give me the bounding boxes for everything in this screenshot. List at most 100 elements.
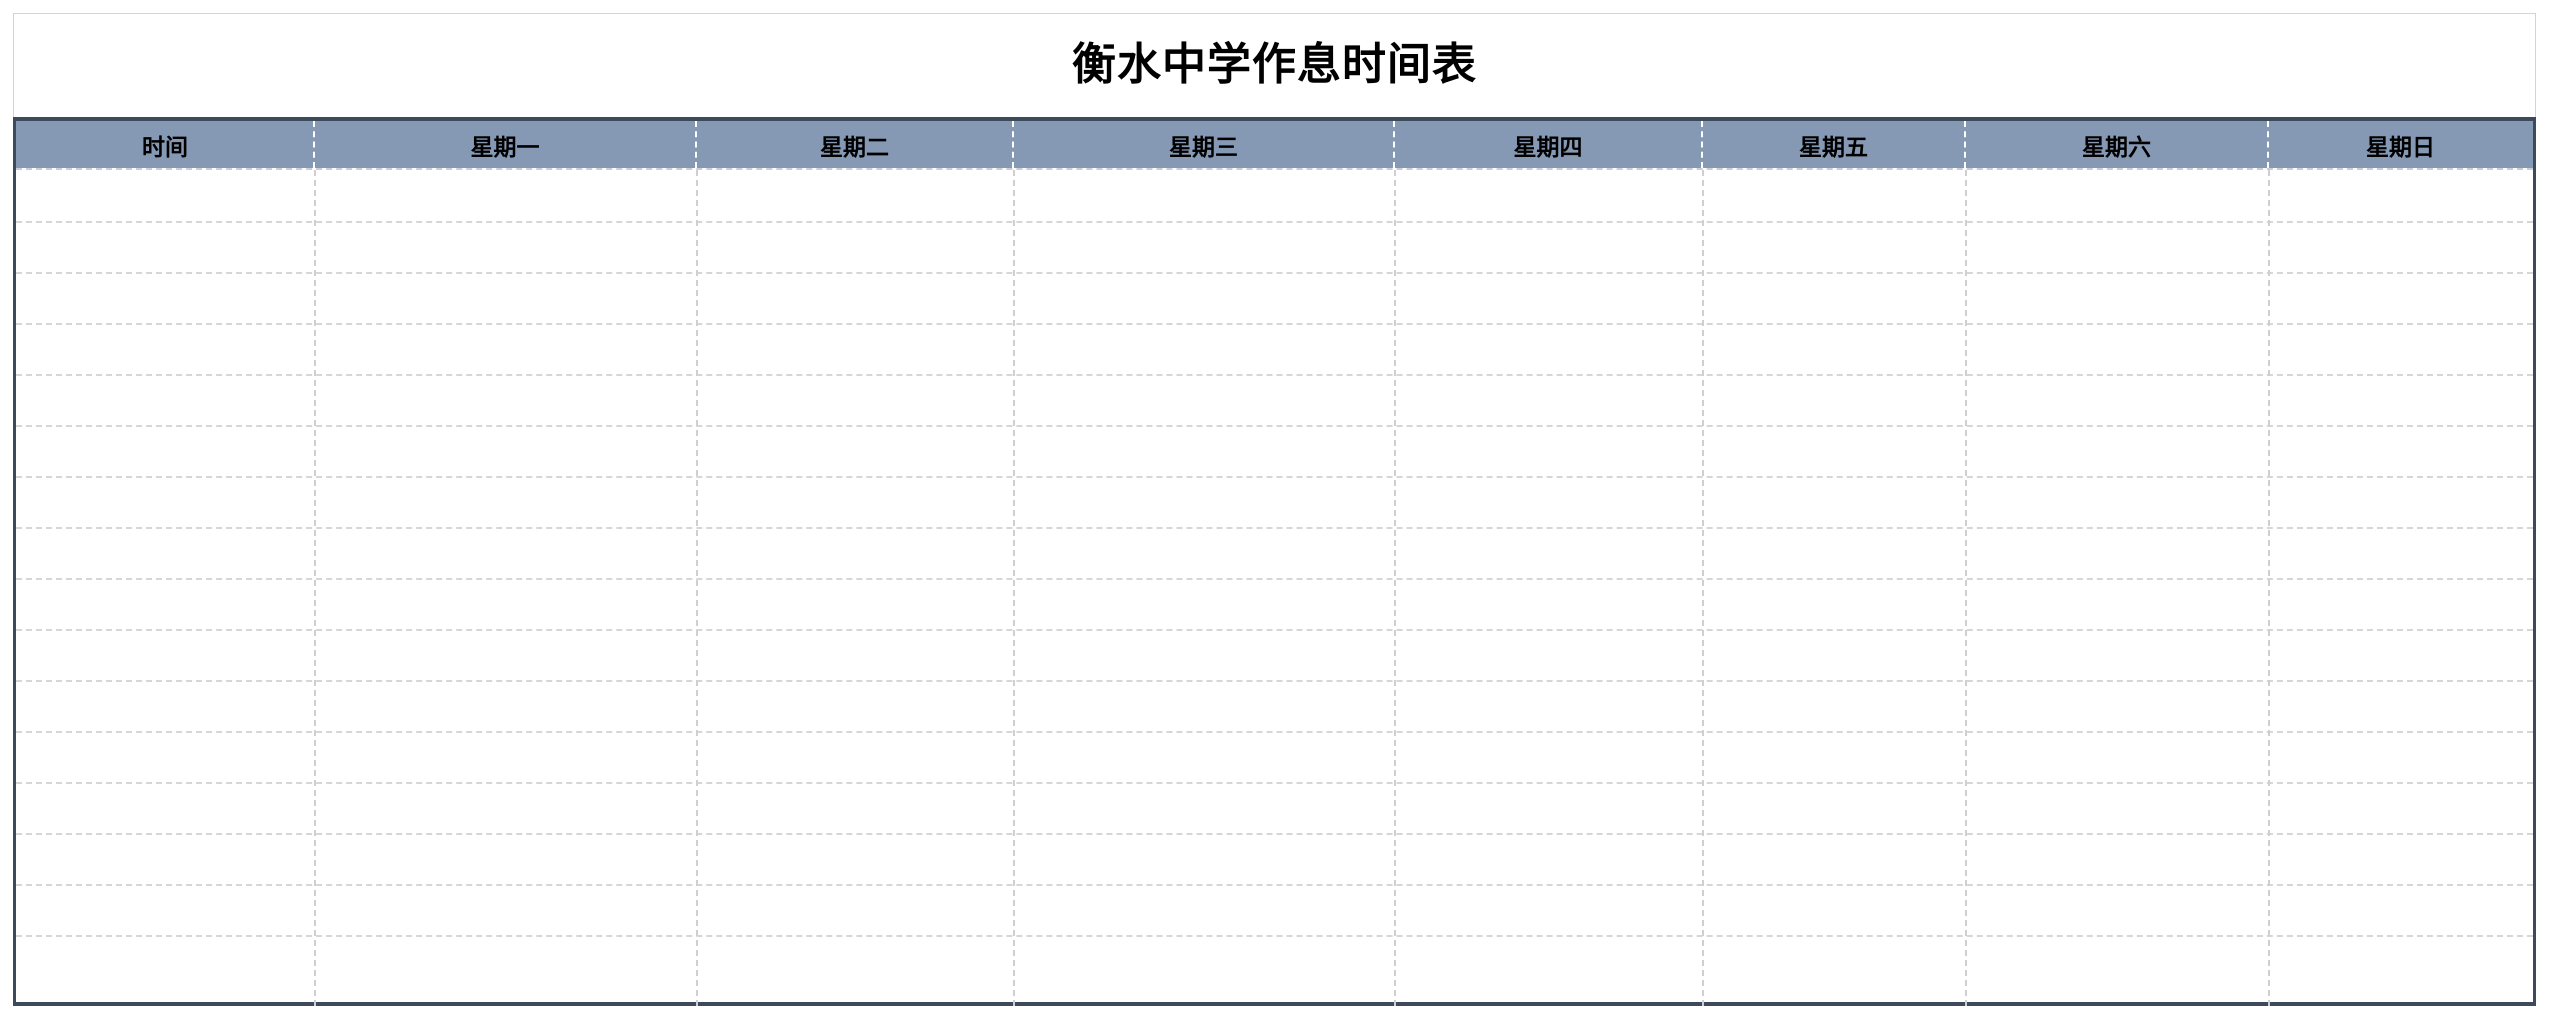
table-cell[interactable]	[696, 935, 1013, 986]
table-cell[interactable]	[696, 476, 1013, 527]
table-cell[interactable]	[1702, 731, 1965, 782]
table-cell[interactable]	[1702, 782, 1965, 833]
table-cell[interactable]	[1013, 323, 1394, 374]
table-cell[interactable]	[1394, 527, 1702, 578]
table-cell[interactable]	[1394, 374, 1702, 425]
table-cell[interactable]	[1013, 374, 1394, 425]
table-cell[interactable]	[1013, 578, 1394, 629]
table-cell[interactable]	[314, 374, 696, 425]
table-cell[interactable]	[1394, 425, 1702, 476]
table-cell[interactable]	[2268, 680, 2533, 731]
table-cell[interactable]	[1965, 680, 2268, 731]
table-cell[interactable]	[1013, 629, 1394, 680]
table-cell[interactable]	[1702, 884, 1965, 935]
table-cell[interactable]	[1965, 782, 2268, 833]
table-cell[interactable]	[696, 680, 1013, 731]
table-cell[interactable]	[1702, 323, 1965, 374]
table-cell[interactable]	[1013, 272, 1394, 323]
column-header-day-6[interactable]: 星期六	[1964, 121, 2268, 168]
table-cell[interactable]	[2268, 578, 2533, 629]
table-cell[interactable]	[1702, 272, 1965, 323]
table-cell[interactable]	[696, 272, 1013, 323]
table-cell[interactable]	[1965, 374, 2268, 425]
table-cell[interactable]	[696, 578, 1013, 629]
table-cell[interactable]	[1965, 170, 2268, 221]
table-cell[interactable]	[696, 323, 1013, 374]
table-cell[interactable]	[1965, 272, 2268, 323]
table-cell[interactable]	[1013, 731, 1394, 782]
table-cell[interactable]	[1702, 425, 1965, 476]
table-cell[interactable]	[1702, 221, 1965, 272]
table-cell[interactable]	[1965, 578, 2268, 629]
table-cell[interactable]	[314, 425, 696, 476]
table-cell[interactable]	[314, 323, 696, 374]
table-cell[interactable]	[2268, 272, 2533, 323]
table-cell[interactable]	[1965, 221, 2268, 272]
table-cell[interactable]	[1394, 833, 1702, 884]
table-cell[interactable]	[696, 425, 1013, 476]
table-cell[interactable]	[696, 782, 1013, 833]
table-cell[interactable]	[1965, 935, 2268, 986]
table-cell[interactable]	[1965, 833, 2268, 884]
table-cell[interactable]	[2268, 425, 2533, 476]
table-cell[interactable]	[2268, 935, 2533, 986]
column-header-day-1[interactable]: 星期一	[313, 121, 696, 168]
table-cell[interactable]	[1013, 527, 1394, 578]
table-cell[interactable]	[1394, 323, 1702, 374]
table-cell[interactable]	[696, 833, 1013, 884]
table-cell[interactable]	[1013, 884, 1394, 935]
table-cell[interactable]	[2268, 833, 2533, 884]
table-cell[interactable]	[2268, 884, 2533, 935]
column-header-day-4[interactable]: 星期四	[1393, 121, 1702, 168]
table-cell[interactable]	[696, 629, 1013, 680]
table-cell[interactable]	[314, 833, 696, 884]
table-cell[interactable]	[314, 629, 696, 680]
table-cell[interactable]	[314, 476, 696, 527]
table-cell[interactable]	[1013, 221, 1394, 272]
table-cell[interactable]	[696, 170, 1013, 221]
table-cell[interactable]	[1394, 782, 1702, 833]
table-cell[interactable]	[314, 782, 696, 833]
table-cell[interactable]	[16, 782, 314, 833]
table-cell[interactable]	[1702, 476, 1965, 527]
table-cell[interactable]	[1702, 680, 1965, 731]
table-cell[interactable]	[1013, 935, 1394, 986]
column-header-time[interactable]: 时间	[142, 133, 188, 160]
table-cell[interactable]	[2268, 374, 2533, 425]
table-cell[interactable]	[16, 731, 314, 782]
table-cell[interactable]	[1965, 476, 2268, 527]
table-cell[interactable]	[16, 221, 314, 272]
table-cell[interactable]	[16, 935, 314, 986]
column-header-day-2[interactable]: 星期二	[695, 121, 1013, 168]
table-cell[interactable]	[16, 884, 314, 935]
table-cell[interactable]	[1965, 425, 2268, 476]
table-cell[interactable]	[1394, 680, 1702, 731]
table-cell[interactable]	[314, 221, 696, 272]
table-cell[interactable]	[2268, 476, 2533, 527]
table-cell[interactable]	[1013, 170, 1394, 221]
table-cell[interactable]	[2268, 221, 2533, 272]
table-cell[interactable]	[16, 629, 314, 680]
column-header-day-3[interactable]: 星期三	[1012, 121, 1394, 168]
table-cell[interactable]	[1013, 833, 1394, 884]
table-cell[interactable]	[1394, 935, 1702, 986]
table-cell[interactable]	[314, 170, 696, 221]
table-cell[interactable]	[314, 527, 696, 578]
table-cell[interactable]	[1013, 425, 1394, 476]
table-cell[interactable]	[2268, 629, 2533, 680]
table-cell[interactable]	[1702, 374, 1965, 425]
column-header-day-7[interactable]: 星期日	[2267, 121, 2533, 168]
table-cell[interactable]	[1013, 782, 1394, 833]
table-cell[interactable]	[16, 323, 314, 374]
table-cell[interactable]	[1965, 323, 2268, 374]
table-cell[interactable]	[1394, 578, 1702, 629]
table-cell[interactable]	[1394, 221, 1702, 272]
table-cell[interactable]	[16, 527, 314, 578]
table-cell[interactable]	[2268, 170, 2533, 221]
table-cell[interactable]	[1702, 833, 1965, 884]
table-cell[interactable]	[1394, 884, 1702, 935]
table-cell[interactable]	[2268, 731, 2533, 782]
table-cell[interactable]	[314, 884, 696, 935]
table-cell[interactable]	[696, 221, 1013, 272]
table-cell[interactable]	[1702, 527, 1965, 578]
